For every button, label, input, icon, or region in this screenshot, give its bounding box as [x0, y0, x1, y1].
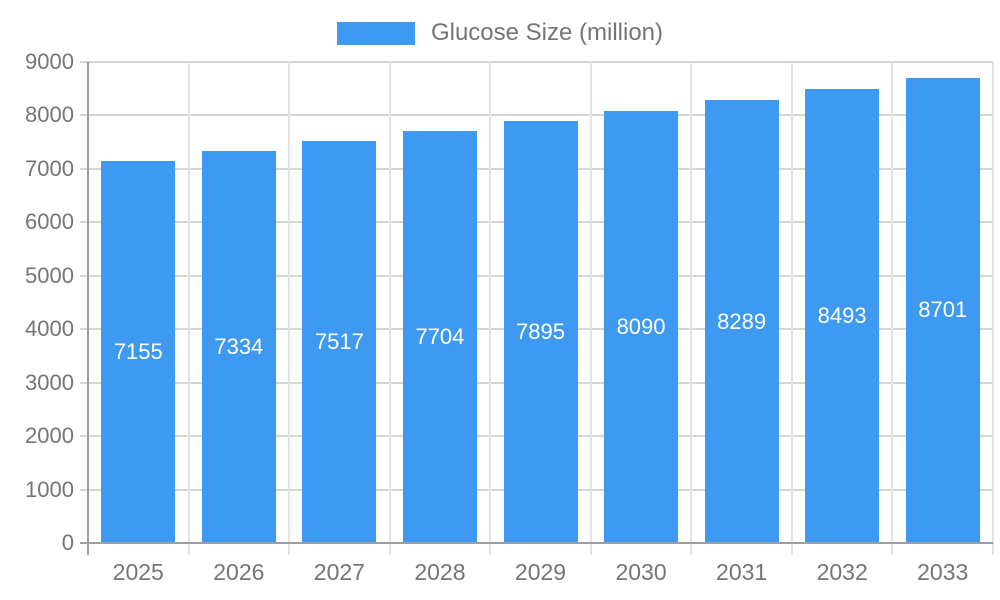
legend-label: Glucose Size (million)	[430, 19, 664, 46]
y-axis-label: 6000	[25, 209, 74, 235]
x-axis-label: 2025	[112, 559, 164, 585]
bar-2032[interactable]: 8493	[805, 89, 880, 543]
y-axis-label: 3000	[25, 369, 74, 395]
x-axis-label: 2033	[917, 559, 969, 585]
bar-value-label: 8493	[817, 303, 867, 329]
y-axis-label: 9000	[25, 49, 74, 74]
legend-swatch	[336, 21, 415, 45]
y-axis-line	[87, 62, 89, 555]
y-axis-label: 5000	[25, 262, 74, 288]
legend[interactable]: Glucose Size (million)	[0, 19, 1000, 47]
gridline-v	[388, 62, 391, 555]
bar-2028[interactable]: 7704	[402, 131, 477, 543]
x-axis-line	[80, 542, 993, 544]
y-axis-label: 8000	[25, 102, 74, 128]
gridline-v	[891, 62, 894, 555]
bar-2031[interactable]: 8289	[704, 100, 779, 543]
bar-value-label: 7517	[314, 329, 364, 355]
x-axis-label: 2026	[213, 559, 265, 585]
gridline-h	[80, 61, 993, 63]
bar-2025[interactable]: 7155	[101, 160, 176, 543]
plot-area: 7155 7334 7517 7704 7895 8090 8289 8493 8701	[80, 61, 994, 555]
y-axis-label: 1000	[25, 476, 74, 502]
gridline-v	[187, 62, 190, 555]
bar-2033[interactable]: 8701	[905, 77, 980, 543]
bar-value-label: 7704	[415, 324, 465, 350]
bar-value-label: 7334	[214, 334, 264, 360]
y-axis-label: 7000	[25, 155, 74, 181]
y-axis-label: 4000	[25, 316, 74, 342]
bar-2029[interactable]: 7895	[503, 121, 578, 543]
gridline-v	[288, 62, 291, 555]
gridline-v	[690, 62, 693, 555]
x-axis-label: 2031	[716, 559, 768, 585]
x-axis-label: 2028	[414, 559, 466, 585]
bar-value-label: 8289	[717, 308, 767, 334]
bar-value-label: 8090	[616, 313, 666, 339]
y-axis-label: 0	[61, 530, 74, 555]
bar-2030[interactable]: 8090	[604, 110, 679, 543]
y-axis-label: 2000	[25, 423, 74, 449]
x-axis-label: 2032	[816, 559, 868, 585]
x-axis-label: 2030	[615, 559, 667, 585]
bar-2027[interactable]: 7517	[302, 141, 377, 543]
gridline-v	[790, 62, 793, 555]
bar-value-label: 7895	[516, 319, 565, 345]
gridline-v	[489, 62, 492, 555]
gridline-v	[992, 62, 994, 555]
bar-value-label: 8701	[918, 297, 968, 323]
bar-2026[interactable]: 7334	[201, 151, 276, 543]
gridline-h	[80, 114, 993, 117]
bar-value-label: 7155	[113, 338, 163, 364]
x-axis-label: 2029	[514, 559, 567, 585]
gridline-v	[589, 62, 592, 555]
x-axis-label: 2027	[313, 559, 365, 585]
